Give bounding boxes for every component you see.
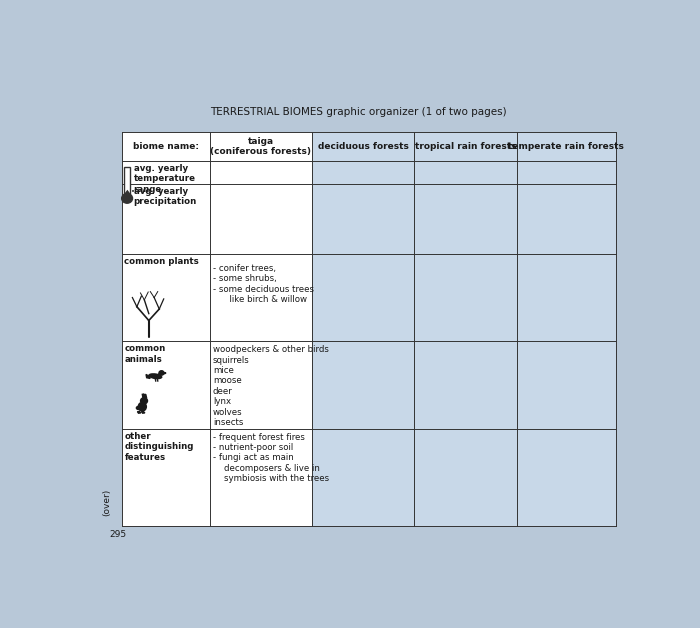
- Text: woodpeckers & other birds
squirrels
mice
moose
deer
lynx
wolves
insects: woodpeckers & other birds squirrels mice…: [213, 345, 329, 427]
- Ellipse shape: [148, 373, 162, 379]
- Polygon shape: [146, 374, 150, 379]
- Text: avg. yearly
temperature
range: avg. yearly temperature range: [134, 164, 195, 194]
- Bar: [125, 167, 130, 193]
- Text: 295: 295: [110, 530, 127, 539]
- Bar: [312, 133, 414, 526]
- Text: common
animals: common animals: [125, 344, 166, 364]
- Bar: [122, 133, 209, 526]
- Text: •: •: [130, 189, 134, 195]
- Circle shape: [122, 193, 132, 203]
- Text: TERRESTRIAL BIOMES graphic organizer (1 of two pages): TERRESTRIAL BIOMES graphic organizer (1 …: [211, 107, 507, 117]
- Ellipse shape: [137, 402, 147, 412]
- Polygon shape: [158, 372, 162, 376]
- Bar: [414, 133, 517, 526]
- Polygon shape: [164, 372, 166, 374]
- Text: - conifer trees,
- some shrubs,
- some deciduous trees
      like birch & willow: - conifer trees, - some shrubs, - some d…: [213, 264, 314, 304]
- Text: common plants: common plants: [125, 257, 199, 266]
- Polygon shape: [142, 394, 145, 398]
- Bar: [209, 133, 312, 526]
- Bar: [517, 133, 616, 526]
- Polygon shape: [144, 394, 146, 398]
- Text: - frequent forest fires
- nutrient-poor soil
- fungi act as main
    decomposers: - frequent forest fires - nutrient-poor …: [213, 433, 329, 484]
- Text: tropical rain forests: tropical rain forests: [414, 143, 516, 151]
- Text: temperate rain forests: temperate rain forests: [508, 143, 624, 151]
- Text: avg. yearly
precipitation: avg. yearly precipitation: [134, 187, 197, 206]
- Circle shape: [141, 398, 148, 404]
- Text: (over): (over): [102, 489, 111, 516]
- Polygon shape: [141, 411, 145, 413]
- Text: other
distinguishing
features: other distinguishing features: [125, 431, 194, 462]
- Text: deciduous forests: deciduous forests: [318, 143, 409, 151]
- Circle shape: [136, 406, 139, 409]
- Polygon shape: [137, 411, 141, 413]
- Text: ♦: ♦: [122, 189, 132, 199]
- Text: biome name:: biome name:: [133, 143, 199, 151]
- Circle shape: [159, 371, 164, 375]
- Text: taiga
(coniferous forests): taiga (coniferous forests): [210, 137, 312, 156]
